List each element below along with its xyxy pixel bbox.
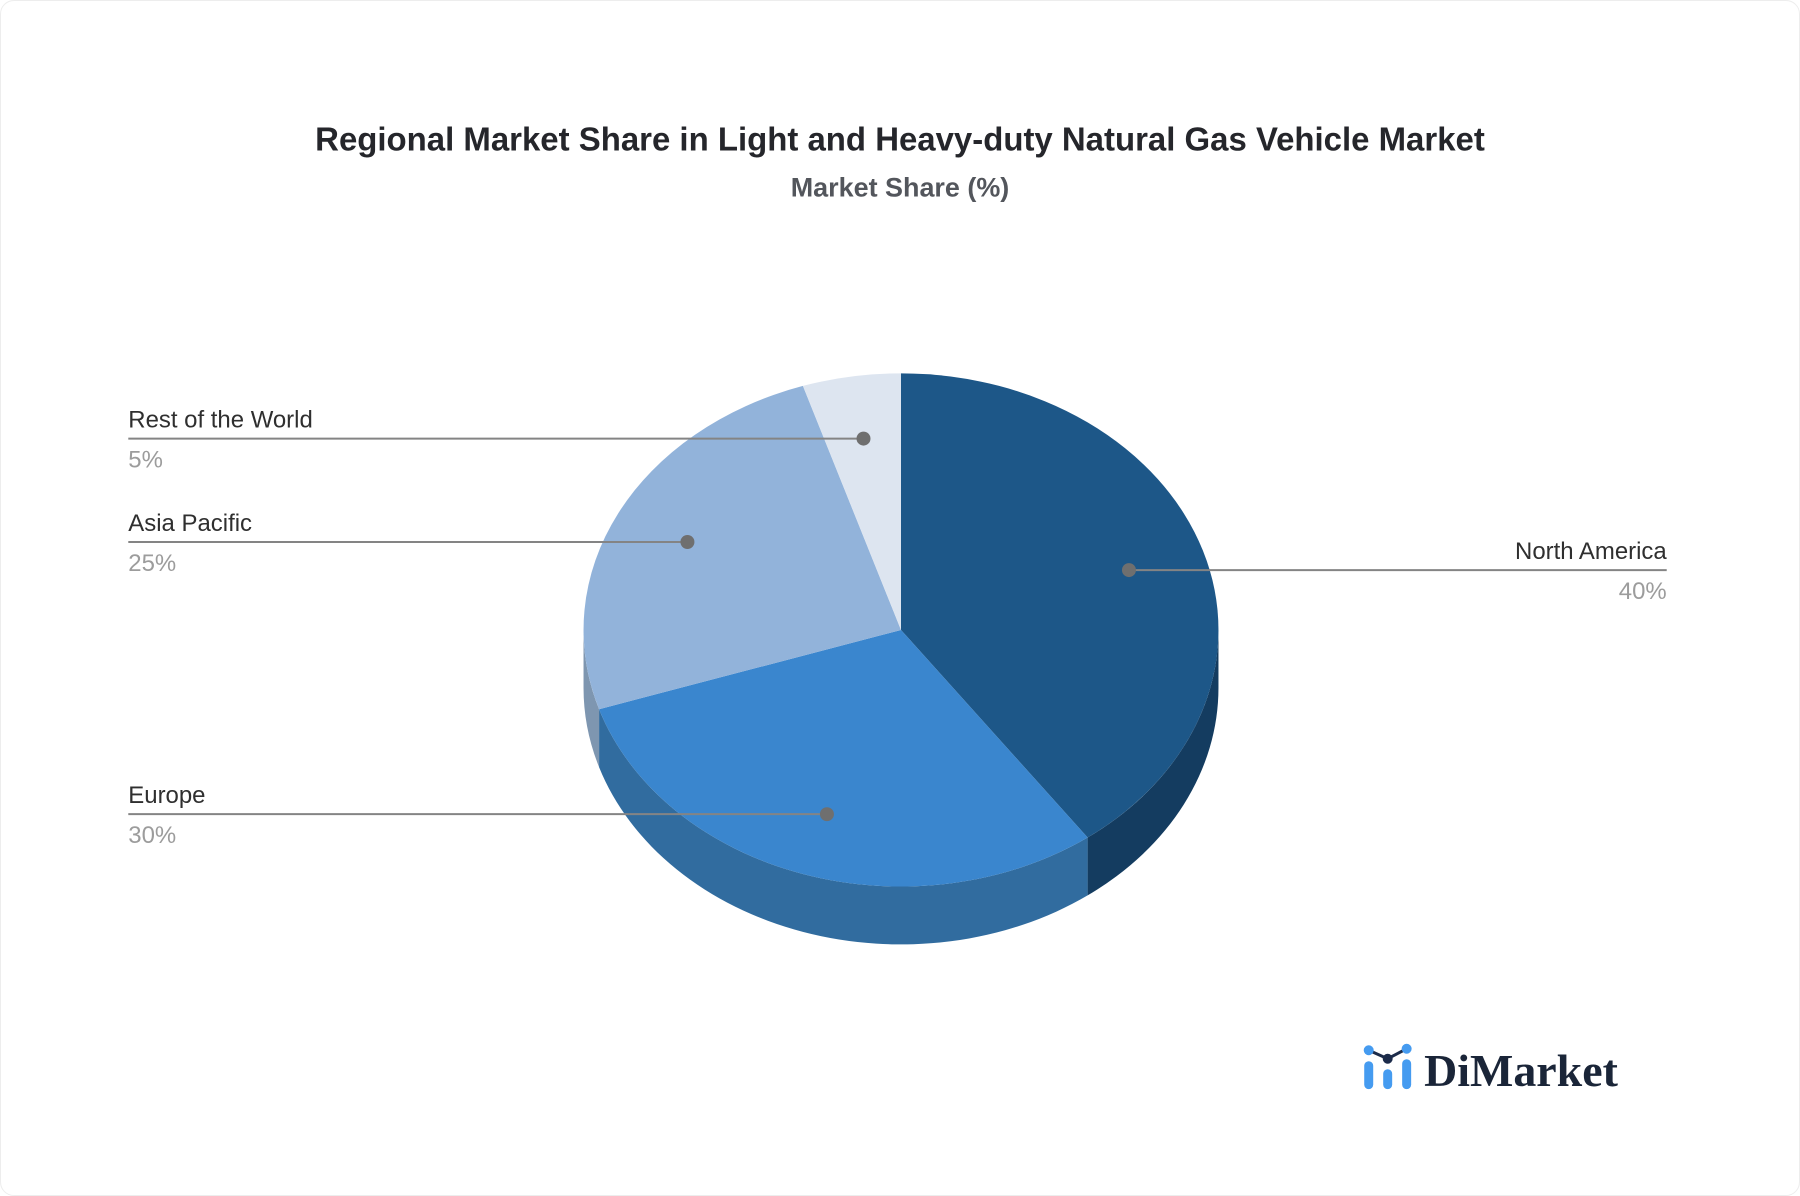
pie-slice-asia-pacific[interactable]: [583, 385, 901, 710]
pie-slice-europe[interactable]: [599, 629, 1088, 887]
slice-labels: North America 40% Europe 30% Asia Pacific 25%…: [128, 407, 1667, 849]
pie-slice-north-america[interactable]: [900, 373, 1219, 838]
leader-lines: [128, 431, 1667, 822]
slice-value: 5%: [128, 447, 163, 474]
pie-3d-sides: [583, 629, 1219, 945]
pie-slice-side-europe: [599, 709, 1088, 945]
pie-slice-side-north-america: [1087, 629, 1219, 896]
leader-dot: [819, 807, 834, 822]
pie-slices: [583, 373, 1219, 887]
slice-label: North America: [1515, 538, 1667, 565]
slice-label: Europe: [128, 782, 205, 809]
slice-value: 30%: [128, 822, 176, 849]
chart-subtitle: Market Share (%): [791, 173, 1010, 203]
pie-slice-side-asia-pacific: [583, 629, 600, 768]
chart-title: Regional Market Share in Light and Heavy…: [315, 121, 1485, 158]
pie-slice-rest-of-the-world[interactable]: [802, 373, 901, 630]
brand-logo: DiMarket: [1363, 1043, 1619, 1096]
brand-name: DiMarket: [1424, 1045, 1618, 1096]
bar-line-chart-logo-icon: [1363, 1043, 1412, 1090]
leader-dot: [1121, 563, 1136, 578]
leader-dot: [856, 431, 871, 446]
slice-value: 40%: [1619, 578, 1667, 605]
slice-label: Rest of the World: [128, 407, 313, 434]
slice-label: Asia Pacific: [128, 510, 252, 537]
leader-dot: [680, 535, 695, 549]
slice-value: 25%: [128, 550, 176, 577]
